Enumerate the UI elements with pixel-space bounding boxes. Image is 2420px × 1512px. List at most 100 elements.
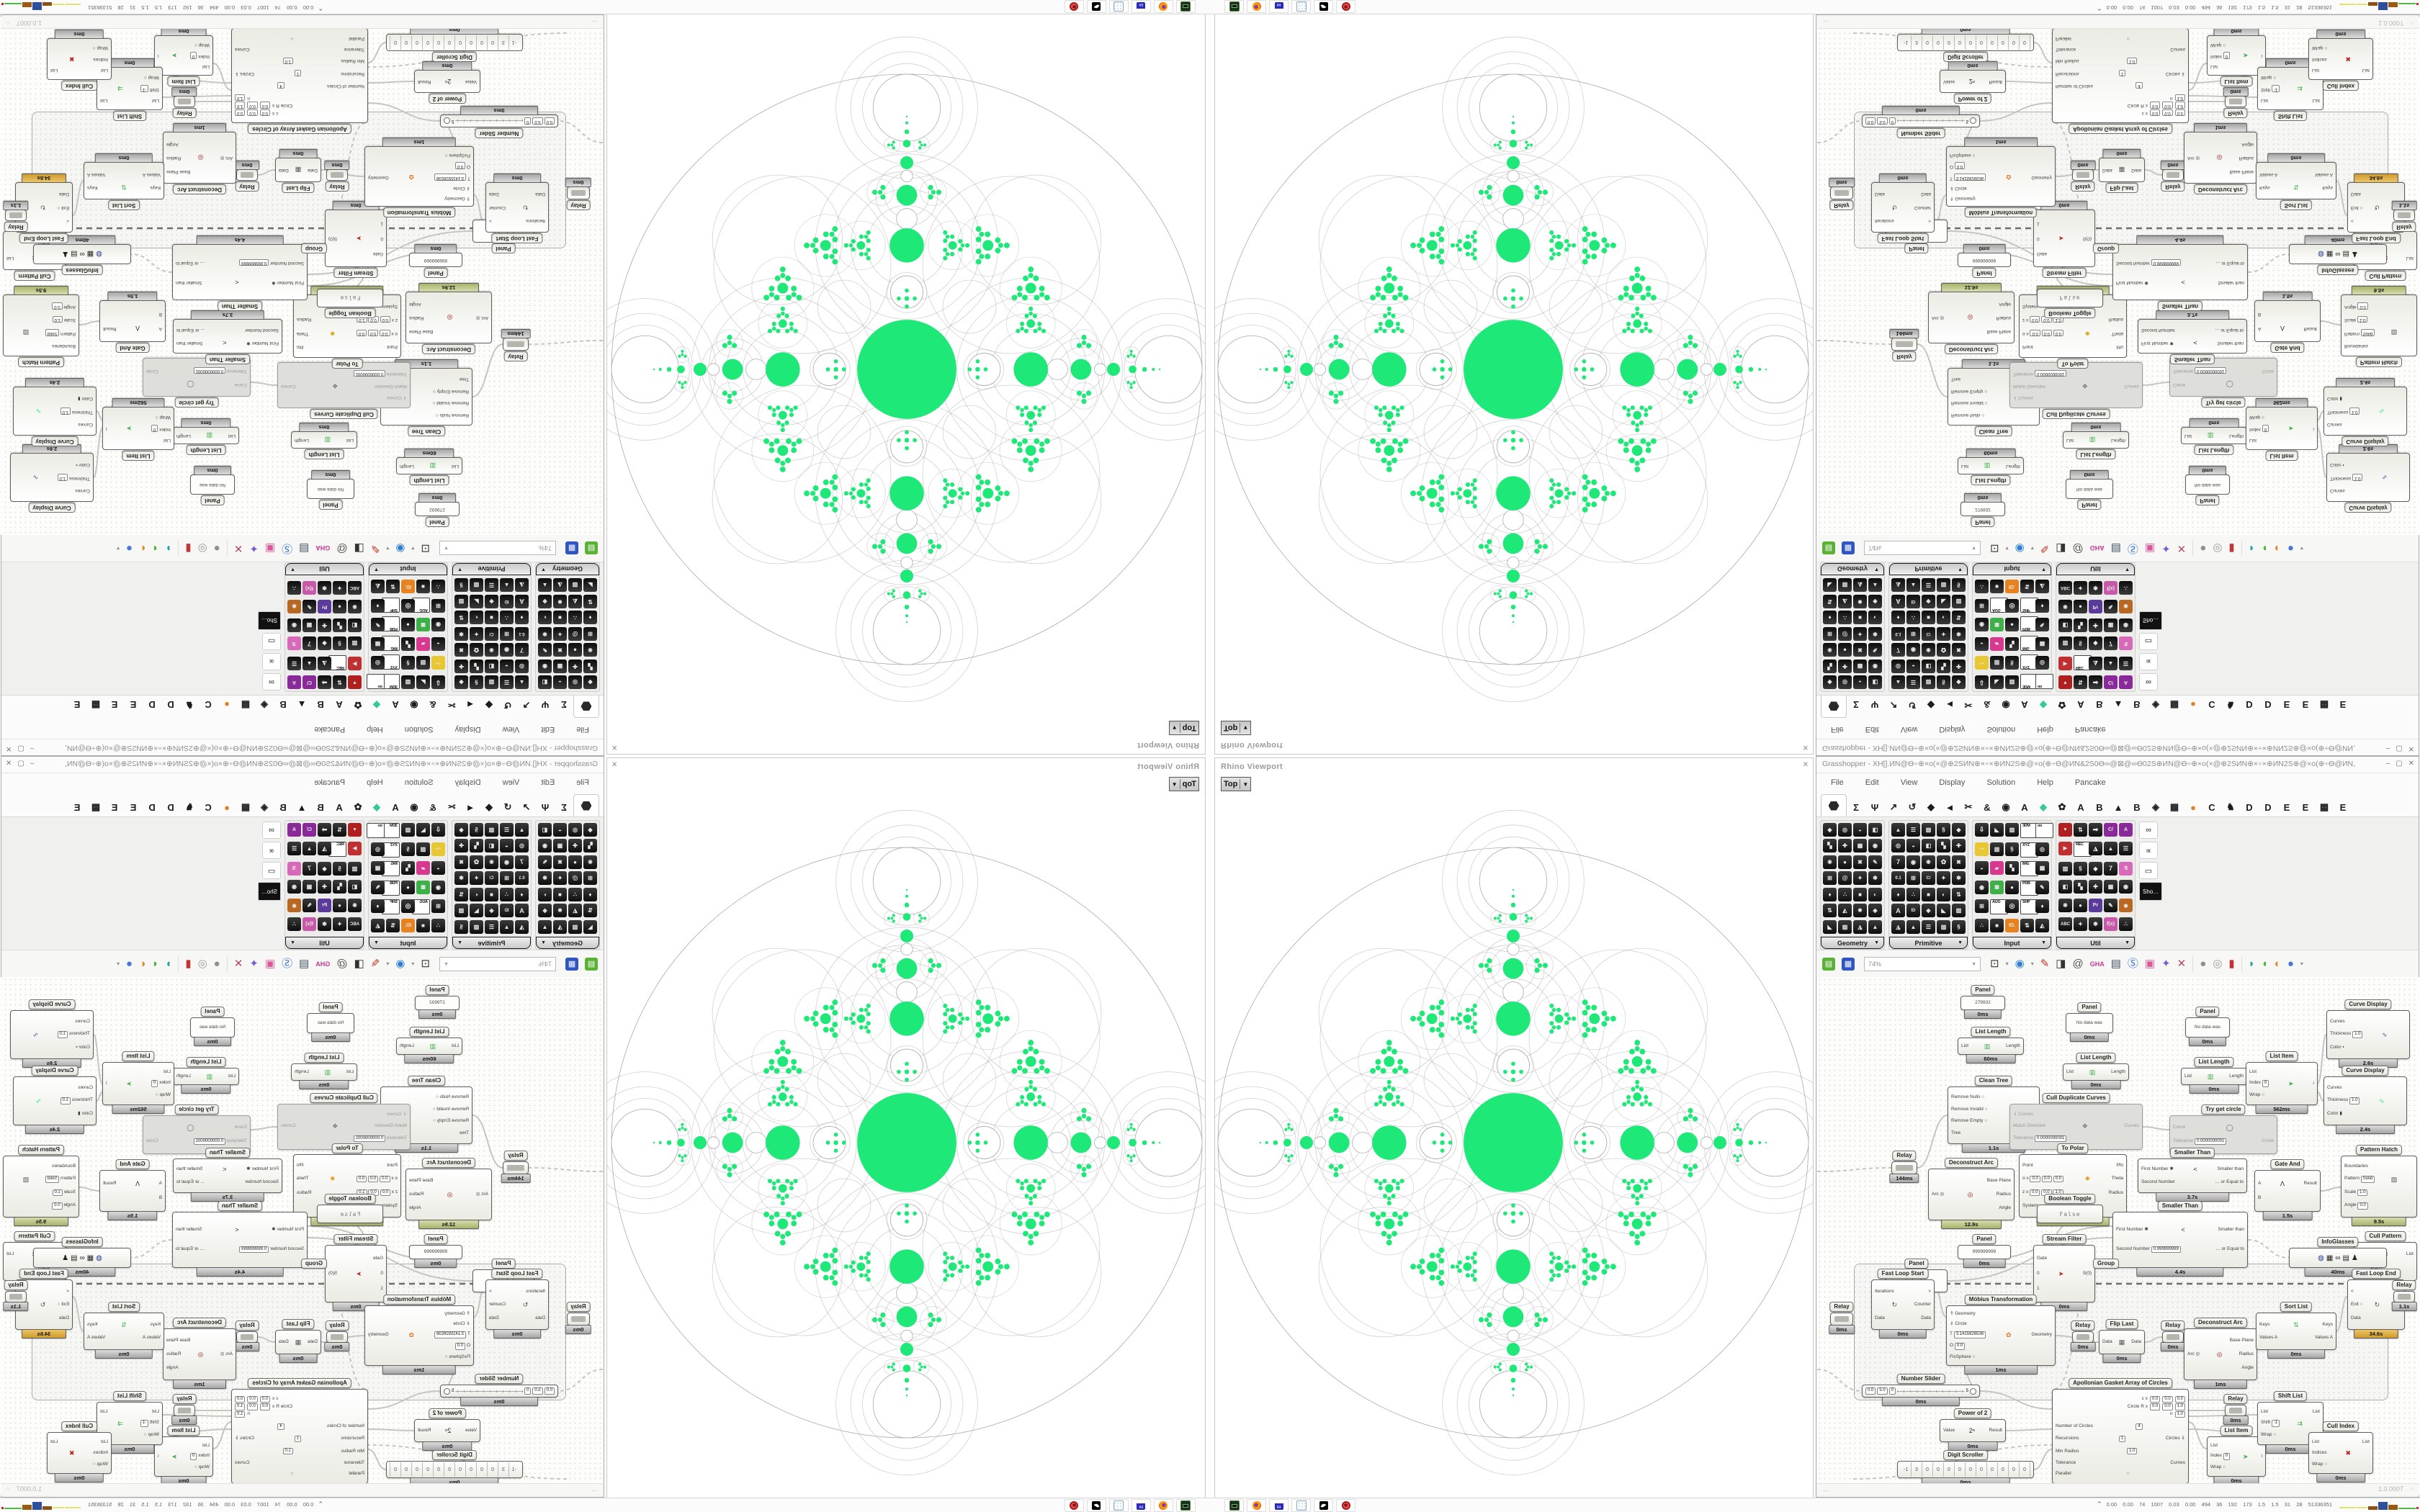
digit-cell[interactable]: 0: [2020, 35, 2030, 50]
port-label[interactable]: Curves: [2330, 1018, 2345, 1024]
node-relay-d[interactable]: [2393, 210, 2415, 221]
value-chip[interactable]: 0.0: [2030, 1175, 2040, 1183]
digit-cell[interactable]: 0: [390, 1462, 400, 1477]
digit-cell[interactable]: 0: [1976, 1462, 1987, 1477]
port-label[interactable]: List: [151, 1408, 159, 1414]
port-label[interactable]: List: [163, 1068, 171, 1074]
port-label[interactable]: Wrap ○: [2210, 1464, 2226, 1470]
node-relay-e[interactable]: [2225, 96, 2246, 107]
palette-icon[interactable]: ▦: [302, 618, 316, 632]
palette-icon[interactable]: ◭: [2035, 918, 2049, 932]
value-chip[interactable]: 0.0: [2030, 315, 2040, 323]
port-label[interactable]: Radius: [1996, 315, 2011, 320]
palette-icon[interactable]: ◎: [2035, 656, 2049, 670]
palette-icon[interactable]: ▧: [416, 842, 430, 856]
port-label[interactable]: Curve: [234, 382, 247, 388]
palette-icon[interactable]: Pr: [318, 599, 331, 613]
palette-icon[interactable]: ◣: [1937, 904, 1950, 918]
port-label[interactable]: i: [2313, 426, 2314, 431]
port-label[interactable]: Thickness 1.0: [2327, 408, 2360, 415]
port-label[interactable]: Iterations: [1875, 218, 1894, 224]
mail-doc-button[interactable]: @: [2072, 542, 2084, 554]
value-chip[interactable]: 0.0000000001: [2035, 369, 2067, 377]
node-fast-loop-start[interactable]: Iterations > ↻ Counter Data Data: [1871, 182, 1935, 233]
palette-icon[interactable]: Pr: [318, 899, 331, 913]
port-label[interactable]: B: [158, 1195, 162, 1201]
port-label[interactable]: Base Plane: [166, 169, 191, 174]
port-label[interactable]: Angle: [2241, 1365, 2254, 1370]
palette-icon[interactable]: ⚗: [2119, 636, 2133, 651]
digit-cell[interactable]: 0: [1933, 35, 1944, 50]
tab-b2[interactable]: B: [279, 801, 287, 813]
menu-item-edit[interactable]: Edit: [1865, 778, 1879, 787]
tab-e2[interactable]: E: [111, 801, 118, 813]
palette-icon[interactable]: ▚: [1823, 839, 1837, 853]
palette-icon[interactable]: ▦: [2104, 618, 2118, 632]
port-label[interactable]: Values A: [142, 171, 161, 177]
port-label[interactable]: Curves: [2330, 488, 2345, 494]
palette-icon[interactable]: ♦: [2035, 599, 2049, 613]
palette-icon[interactable]: ⊞: [583, 626, 597, 641]
node-list-length-1[interactable]: List ▥ Length: [1958, 1038, 2024, 1055]
port-label[interactable]: Color ▪: [76, 1045, 90, 1050]
palette-label-util[interactable]: Util ▼: [2056, 563, 2135, 575]
port-label[interactable]: ⇑ Geometry: [444, 1311, 470, 1317]
digit-cell[interactable]: 0: [2009, 1462, 2020, 1477]
digit-cell[interactable]: 0: [422, 35, 433, 50]
port-label[interactable]: Arc ◎: [475, 315, 488, 320]
palette-icon[interactable]: ◈: [1922, 594, 1935, 608]
palette-icon[interactable]: ◮: [318, 657, 331, 671]
tab-c[interactable]: C: [205, 699, 212, 711]
port-label[interactable]: Wrap ○: [143, 1432, 159, 1438]
sphere-blue-button[interactable]: ●: [2287, 542, 2294, 554]
preview-eye-button[interactable]: ◉: [395, 958, 405, 970]
port-label[interactable]: ⇓ Circle: [453, 185, 470, 191]
tab-d1[interactable]: D: [167, 699, 174, 711]
port-label[interactable]: Result: [418, 1428, 431, 1433]
value-chip[interactable]: 0.0: [380, 1189, 390, 1197]
palette-icon[interactable]: A: [1891, 904, 1905, 918]
menu-item-pancake[interactable]: Pancake: [314, 725, 346, 734]
tab-a1[interactable]: A: [392, 699, 399, 711]
port-label[interactable]: Base Plane: [166, 1338, 191, 1343]
side-palette-icon[interactable]: ∝: [262, 842, 281, 859]
palette-icon[interactable]: ◭: [371, 918, 385, 932]
node-boolean-toggle[interactable]: False: [2037, 1205, 2103, 1223]
save-file-button[interactable]: ▦: [1842, 541, 1855, 554]
value-chip[interactable]: 0.0: [235, 109, 246, 117]
port-label[interactable]: Smaller than: [2217, 1166, 2244, 1172]
port-label[interactable]: List: [100, 1439, 108, 1444]
palette-icon[interactable]: ●: [2005, 618, 2019, 632]
node-smaller-than-44[interactable]: First Number ✱ < Smaller than Second Number…: [172, 1212, 308, 1268]
port-label[interactable]: First Number ✱: [2141, 1166, 2174, 1172]
palette-icon[interactable]: ✦: [2074, 580, 2087, 595]
port-label[interactable]: List: [1961, 1043, 1969, 1048]
toggle-value[interactable]: False: [339, 1210, 361, 1218]
tab-c[interactable]: C: [2208, 699, 2215, 711]
palette-icon[interactable]: ✎: [1868, 643, 1882, 657]
node-pattern-hatch[interactable]: Boundaries Pattern Solid ▨ Scale 1.0 Angle 0…: [2341, 1156, 2417, 1218]
tab-bird[interactable]: ♞: [2226, 700, 2235, 711]
side-palette-icon[interactable]: ∞: [262, 673, 281, 690]
sphere-orange-button[interactable]: ◐: [2274, 958, 2281, 970]
palette-icon[interactable]: ✚: [454, 839, 468, 853]
palette-icon[interactable]: ⇅: [583, 594, 597, 608]
viewport-mode-button[interactable]: Top ▼: [1221, 777, 1252, 791]
tab-curve[interactable]: ↺: [503, 700, 512, 711]
node-panel-999999999[interactable]: 999999999: [409, 253, 462, 267]
palette-icon[interactable]: ◭: [1838, 904, 1852, 918]
port-label[interactable]: z x 0.0 0.0 1.0: [2022, 1189, 2063, 1197]
new-file-button[interactable]: ▤: [585, 958, 598, 971]
port-label[interactable]: Curves: [235, 47, 250, 53]
node-cull-duplicate-curves[interactable]: ⇓ Curves Match Direction ❖ Curves Tolerance …: [2009, 362, 2143, 408]
infoglasses-icon[interactable]: ▦: [86, 1254, 94, 1262]
zoom-extents-button[interactable]: ⊡: [421, 542, 430, 554]
cylinder-red-button[interactable]: ▮: [185, 958, 192, 970]
port-label[interactable]: Remove Nulls ○: [435, 413, 469, 418]
port-label[interactable]: i: [106, 426, 107, 431]
port-label[interactable]: Index 0: [189, 1453, 210, 1460]
port-label[interactable]: Data: [279, 1339, 289, 1344]
palette-icon[interactable]: ▲: [515, 675, 529, 689]
port-label[interactable]: List: [2261, 98, 2269, 104]
port-label[interactable]: Arc ◎: [2187, 1351, 2200, 1356]
